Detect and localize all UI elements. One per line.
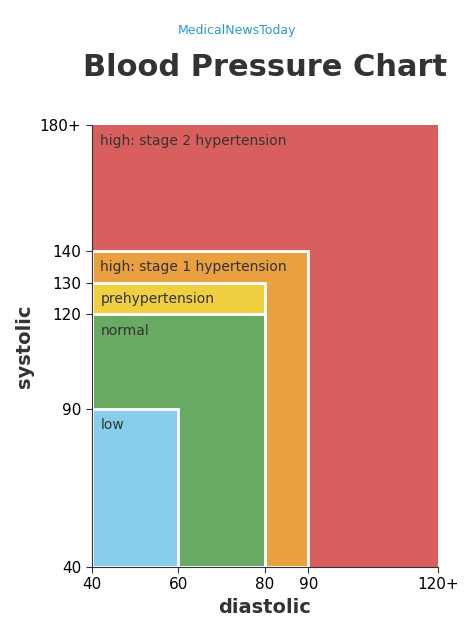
- Bar: [91, 283, 265, 567]
- Text: normal: normal: [100, 324, 149, 337]
- Text: low: low: [100, 418, 124, 432]
- Bar: [91, 251, 308, 567]
- Bar: [91, 251, 308, 567]
- Title: Blood Pressure Chart: Blood Pressure Chart: [83, 53, 447, 82]
- Text: high: stage 2 hypertension: high: stage 2 hypertension: [100, 134, 287, 148]
- Bar: [91, 409, 178, 567]
- X-axis label: diastolic: diastolic: [219, 598, 311, 617]
- Y-axis label: systolic: systolic: [15, 304, 34, 387]
- Text: prehypertension: prehypertension: [100, 292, 214, 306]
- Bar: [91, 283, 265, 567]
- Text: high: stage 1 hypertension: high: stage 1 hypertension: [100, 260, 287, 274]
- Bar: [91, 314, 265, 567]
- Text: MedicalNewsToday: MedicalNewsToday: [178, 24, 296, 37]
- Bar: [91, 314, 265, 567]
- Bar: [91, 409, 178, 567]
